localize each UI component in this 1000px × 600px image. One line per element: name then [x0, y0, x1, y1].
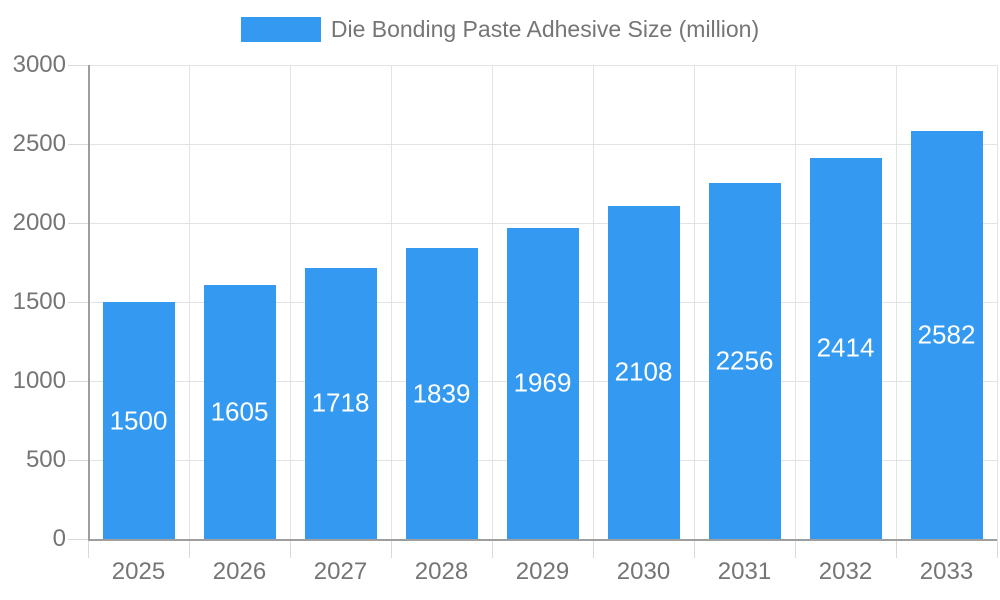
- bar-value-label: 2582: [917, 319, 976, 350]
- bar-value-label: 1718: [311, 387, 370, 418]
- y-axis-label: 500: [25, 446, 66, 473]
- bar-value-label: 2414: [816, 332, 875, 363]
- y-axis-label: 2000: [12, 209, 66, 236]
- y-axis-label: 3000: [12, 51, 66, 78]
- y-axis-tick: [68, 223, 88, 224]
- v-gridline: [694, 65, 695, 539]
- x-axis-line: [88, 539, 997, 541]
- x-axis-tick: [391, 539, 392, 558]
- v-gridline: [593, 65, 594, 539]
- y-axis-line: [88, 65, 90, 541]
- bar-2025[interactable]: 1500: [102, 302, 175, 539]
- h-gridline: [88, 65, 997, 66]
- bar-value-label: 1500: [109, 405, 168, 435]
- legend[interactable]: Die Bonding Paste Adhesive Size (million…: [0, 15, 1000, 43]
- v-gridline: [290, 65, 291, 539]
- x-axis-tick: [290, 539, 291, 558]
- v-gridline: [189, 65, 190, 539]
- bar-value-label: 1605: [210, 396, 269, 427]
- x-axis-tick: [694, 539, 695, 558]
- y-axis-tick: [68, 65, 88, 66]
- v-gridline: [391, 65, 392, 539]
- y-axis-tick: [68, 460, 88, 461]
- legend-label: Die Bonding Paste Adhesive Size (million…: [330, 15, 760, 42]
- bar-2032[interactable]: 2414: [809, 157, 882, 539]
- x-axis-tick: [997, 539, 998, 558]
- x-axis-tick: [896, 539, 897, 558]
- y-axis-tick: [68, 144, 88, 145]
- x-axis-tick: [593, 539, 594, 558]
- x-axis-label: 2028: [414, 558, 469, 585]
- bar-value-label: 2108: [614, 356, 673, 387]
- y-axis-tick: [68, 381, 88, 382]
- bar-2027[interactable]: 1718: [304, 267, 377, 539]
- bar-2031[interactable]: 2256: [708, 182, 781, 539]
- bar-2030[interactable]: 2108: [607, 205, 680, 539]
- x-axis-label: 2025: [111, 558, 166, 585]
- x-axis-tick: [88, 539, 89, 558]
- v-gridline: [795, 65, 796, 539]
- y-axis-tick: [68, 539, 88, 540]
- bar-2026[interactable]: 1605: [203, 285, 276, 539]
- x-axis-label: 2031: [717, 558, 772, 585]
- y-axis-label: 0: [52, 525, 66, 552]
- x-axis-tick: [795, 539, 796, 558]
- v-gridline: [997, 65, 998, 539]
- x-axis-label: 2029: [515, 558, 570, 585]
- y-axis-tick: [68, 302, 88, 303]
- x-axis-label: 2026: [212, 558, 267, 585]
- y-axis-label: 1000: [12, 367, 66, 394]
- bar-value-label: 2256: [715, 345, 774, 376]
- y-axis-label: 2500: [12, 130, 66, 157]
- bar-value-label: 1839: [412, 378, 471, 409]
- v-gridline: [896, 65, 897, 539]
- bar-2029[interactable]: 1969: [506, 227, 579, 539]
- legend-swatch: [240, 16, 321, 42]
- bar-2028[interactable]: 1839: [405, 248, 478, 539]
- x-axis-label: 2027: [313, 558, 368, 585]
- x-axis-tick: [492, 539, 493, 558]
- x-axis-label: 2030: [616, 558, 671, 585]
- x-axis-label: 2033: [919, 558, 974, 585]
- bar-value-label: 1969: [513, 367, 572, 398]
- x-axis-label: 2032: [818, 558, 873, 585]
- bar-2033[interactable]: 2582: [910, 131, 983, 539]
- x-axis-tick: [189, 539, 190, 558]
- v-gridline: [492, 65, 493, 539]
- h-gridline: [88, 144, 997, 145]
- h-gridline: [88, 223, 997, 224]
- y-axis-label: 1500: [12, 288, 66, 315]
